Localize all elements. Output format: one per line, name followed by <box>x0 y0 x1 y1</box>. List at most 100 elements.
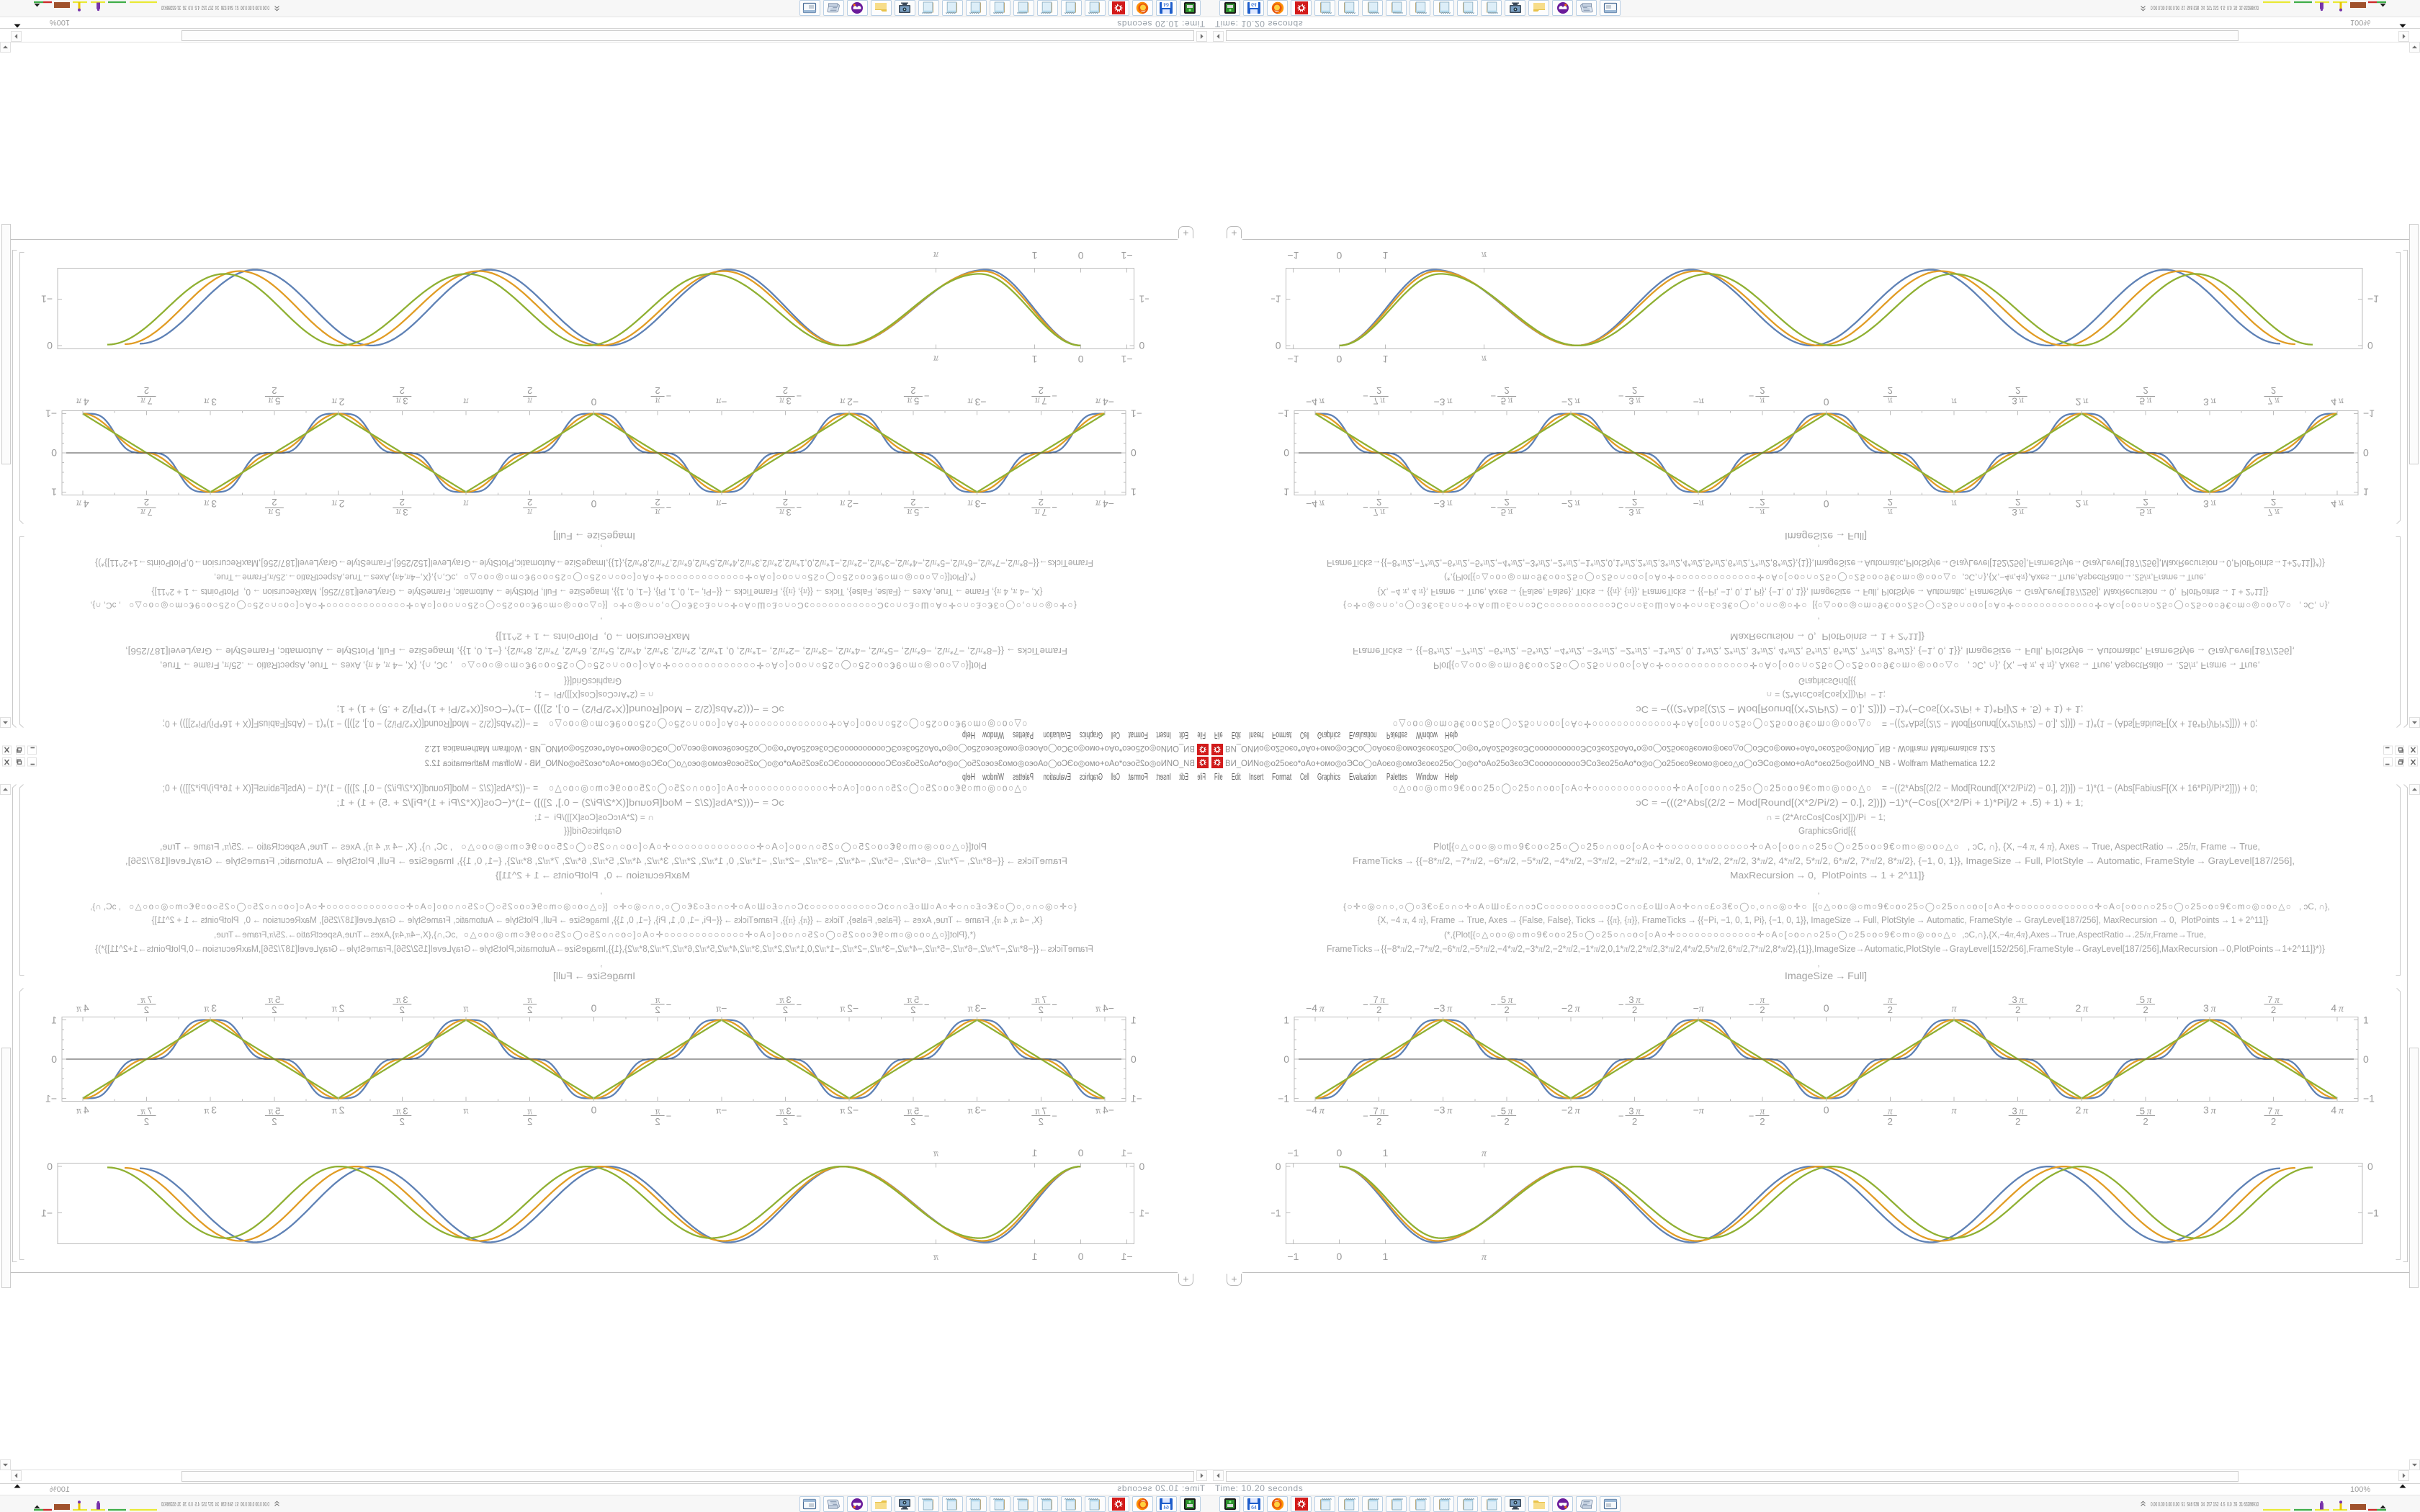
svg-text:−π: −π <box>715 396 727 408</box>
svg-text:2 π: 2 π <box>331 1002 345 1014</box>
svg-text:2 π: 2 π <box>331 396 345 408</box>
svg-text:5 π: 5 π <box>2140 507 2152 518</box>
svg-text:2: 2 <box>783 385 788 396</box>
svg-text:−: − <box>924 502 930 513</box>
svg-text:−: − <box>1749 502 1754 513</box>
svg-text:−1: −1 <box>1287 250 1299 261</box>
svg-text:2: 2 <box>1376 497 1381 508</box>
svg-text:−: − <box>1491 999 1497 1010</box>
svg-text:2 π: 2 π <box>2076 498 2089 510</box>
svg-text:0: 0 <box>2367 340 2373 351</box>
svg-text:0: 0 <box>1824 498 1829 510</box>
svg-text:π: π <box>655 396 660 407</box>
svg-text:2: 2 <box>2271 497 2276 508</box>
svg-text:2: 2 <box>1888 385 1893 396</box>
svg-text:−: − <box>1363 391 1368 402</box>
svg-text:2: 2 <box>910 497 915 508</box>
svg-text:2: 2 <box>1632 1116 1637 1127</box>
svg-text:3 π: 3 π <box>1628 1106 1641 1117</box>
svg-text:−1: −1 <box>1271 294 1281 305</box>
svg-text:2: 2 <box>1760 385 1765 396</box>
svg-text:−1: −1 <box>1287 354 1299 365</box>
svg-text:7 π: 7 π <box>1373 507 1385 518</box>
svg-text:π: π <box>1482 249 1487 260</box>
svg-text:3 π: 3 π <box>1628 507 1641 518</box>
svg-text:0: 0 <box>1824 1104 1829 1116</box>
svg-text:3 π: 3 π <box>396 994 408 1005</box>
svg-text:5 π: 5 π <box>268 507 280 518</box>
svg-text:0: 0 <box>1276 1161 1281 1172</box>
svg-text:−: − <box>666 1111 672 1122</box>
svg-text:7 π: 7 π <box>1035 1106 1047 1117</box>
svg-text:−1: −1 <box>1121 354 1132 365</box>
svg-text:2: 2 <box>910 385 915 396</box>
svg-text:2: 2 <box>1760 497 1765 508</box>
svg-text:7 π: 7 π <box>140 1106 153 1117</box>
svg-text:0: 0 <box>1283 447 1289 459</box>
svg-text:−: − <box>1491 502 1497 513</box>
svg-text:−2 π: −2 π <box>1561 396 1581 408</box>
svg-text:5 π: 5 π <box>268 1106 280 1117</box>
svg-text:−π: −π <box>1693 1002 1705 1014</box>
svg-text:2: 2 <box>272 385 277 396</box>
svg-text:−3 π: −3 π <box>967 396 987 408</box>
svg-text:2: 2 <box>1039 385 1044 396</box>
svg-text:0: 0 <box>1337 1251 1343 1262</box>
svg-text:64: 64 <box>1251 1506 1257 1511</box>
svg-text:2: 2 <box>1760 1116 1765 1127</box>
svg-text:−1: −1 <box>1131 1093 1142 1104</box>
svg-text:π: π <box>1760 507 1765 518</box>
svg-text:−1: −1 <box>45 1093 57 1104</box>
svg-text:π: π <box>1888 396 1893 407</box>
svg-text:2: 2 <box>2271 1004 2276 1015</box>
svg-text:7 π: 7 π <box>140 507 153 518</box>
svg-text:−: − <box>1618 999 1624 1010</box>
svg-text:1: 1 <box>1383 250 1389 261</box>
svg-text:2: 2 <box>783 497 788 508</box>
svg-text:π: π <box>463 498 469 508</box>
svg-text:−: − <box>797 391 802 402</box>
svg-text:2: 2 <box>527 1116 532 1127</box>
svg-text:−: − <box>1052 391 1057 402</box>
svg-text:−2 π: −2 π <box>1561 1104 1581 1117</box>
svg-text:0: 0 <box>1276 340 1281 351</box>
svg-text:π: π <box>1888 1106 1893 1117</box>
svg-text:7 π: 7 π <box>2267 396 2280 407</box>
svg-text:0: 0 <box>591 1104 596 1116</box>
svg-text:−: − <box>1618 391 1624 402</box>
svg-text:2: 2 <box>1376 1116 1381 1127</box>
svg-text:−: − <box>1052 502 1057 513</box>
svg-text:0: 0 <box>1824 397 1829 408</box>
svg-text:3 π: 3 π <box>2012 396 2024 407</box>
svg-text:−: − <box>1052 999 1057 1010</box>
svg-text:2 π: 2 π <box>331 498 345 510</box>
svg-text:π: π <box>527 507 532 518</box>
svg-text:5 π: 5 π <box>1501 396 1513 407</box>
svg-text:4 π: 4 π <box>76 1002 89 1014</box>
svg-text:−1: −1 <box>1131 408 1142 420</box>
svg-text:−3 π: −3 π <box>967 498 987 510</box>
svg-text:−1: −1 <box>1278 408 1289 420</box>
svg-text:0: 0 <box>47 340 53 351</box>
svg-text:2: 2 <box>1376 1004 1381 1015</box>
svg-text:−: − <box>1363 1111 1368 1122</box>
svg-text:2: 2 <box>655 1004 660 1015</box>
svg-text:−: − <box>924 1111 930 1122</box>
svg-text:3 π: 3 π <box>396 507 408 518</box>
svg-text:0: 0 <box>1283 1053 1289 1065</box>
svg-text:0: 0 <box>1131 447 1137 459</box>
svg-text:−: − <box>924 391 930 402</box>
svg-text:0: 0 <box>1131 1053 1137 1065</box>
svg-text:−1: −1 <box>1271 1207 1281 1218</box>
svg-text:−1: −1 <box>1121 250 1132 261</box>
svg-text:π: π <box>1760 1106 1765 1117</box>
svg-text:2: 2 <box>2271 385 2276 396</box>
svg-text:2: 2 <box>1888 1004 1893 1015</box>
svg-text:5 π: 5 π <box>268 994 280 1005</box>
svg-text:π: π <box>527 994 532 1005</box>
svg-text:2: 2 <box>655 385 660 396</box>
svg-text:5 π: 5 π <box>1501 994 1513 1005</box>
svg-text:2: 2 <box>400 497 405 508</box>
svg-text:1: 1 <box>1031 250 1037 261</box>
svg-text:−2 π: −2 π <box>1561 498 1581 510</box>
